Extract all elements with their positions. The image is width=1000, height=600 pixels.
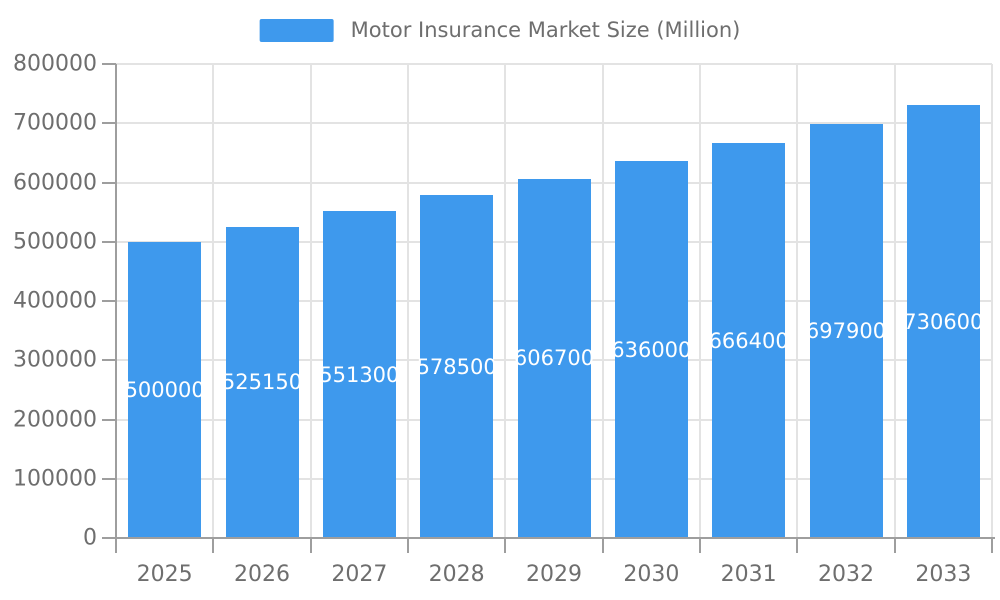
y-tick-label: 700000 [13, 110, 97, 136]
x-tick [407, 538, 409, 553]
bar[interactable] [614, 161, 688, 538]
bar-value-label: 500000 [124, 377, 205, 402]
bar-value-label: 551300 [319, 362, 400, 387]
y-axis [115, 64, 117, 553]
x-axis [116, 537, 995, 539]
bar-value-label: 730600 [903, 309, 984, 334]
v-gridline [991, 64, 993, 538]
y-tick [102, 63, 116, 65]
v-gridline [699, 64, 701, 538]
x-tick-label: 2025 [136, 562, 193, 587]
bar[interactable] [712, 143, 786, 538]
bar[interactable] [128, 241, 202, 538]
bar[interactable] [420, 195, 494, 538]
x-tick-label: 2033 [915, 562, 972, 587]
x-tick-label: 2026 [234, 562, 290, 587]
bar[interactable] [517, 178, 591, 538]
v-gridline [212, 64, 215, 538]
x-tick-label: 2031 [720, 562, 777, 587]
bar-value-label: 666400 [708, 328, 789, 353]
bar-value-label: 525150 [221, 370, 303, 395]
y-tick [102, 122, 116, 125]
h-gridline [116, 63, 992, 65]
bar-value-label: 636000 [611, 337, 692, 362]
bar[interactable] [322, 211, 396, 538]
x-tick [601, 538, 604, 553]
bar[interactable] [225, 226, 299, 538]
y-tick-label: 200000 [13, 407, 97, 432]
y-tick-label: 600000 [13, 170, 97, 195]
x-tick-label: 2027 [331, 562, 388, 587]
v-gridline [796, 64, 799, 538]
x-tick-label: 2029 [526, 562, 582, 587]
x-tick [893, 538, 896, 553]
x-tick [699, 538, 701, 553]
x-tick [504, 538, 507, 553]
v-gridline [893, 64, 896, 538]
v-gridline [407, 64, 409, 538]
bar-value-label: 606700 [513, 346, 595, 371]
bar[interactable] [906, 105, 980, 538]
v-gridline [504, 64, 507, 538]
bar[interactable] [809, 124, 883, 538]
legend-swatch [259, 18, 334, 42]
x-tick-label: 2032 [818, 562, 874, 587]
x-tick [309, 538, 312, 553]
y-tick [102, 181, 116, 184]
y-tick [102, 300, 116, 302]
x-tick [212, 538, 215, 553]
v-gridline [309, 64, 312, 538]
legend[interactable]: Motor Insurance Market Size (Million) [259, 18, 741, 42]
y-tick-label: 300000 [13, 347, 97, 373]
bar-value-label: 578500 [416, 354, 497, 379]
x-tick [991, 538, 993, 553]
v-gridline [601, 64, 604, 538]
y-tick-label: 100000 [13, 466, 97, 492]
y-tick [102, 359, 116, 362]
legend-label: Motor Insurance Market Size (Million) [350, 18, 741, 42]
x-tick [796, 538, 799, 553]
y-tick [102, 418, 116, 421]
y-tick-label: 400000 [13, 288, 97, 314]
x-tick-label: 2028 [428, 562, 485, 587]
y-tick [102, 240, 116, 243]
y-tick [102, 537, 116, 539]
x-tick-label: 2030 [623, 562, 680, 587]
y-tick-label: 500000 [13, 229, 97, 255]
y-tick [102, 477, 116, 480]
bar-value-label: 697900 [805, 319, 887, 344]
y-tick-label: 0 [83, 525, 97, 551]
y-tick-label: 800000 [13, 51, 97, 77]
h-gridline [116, 122, 992, 125]
